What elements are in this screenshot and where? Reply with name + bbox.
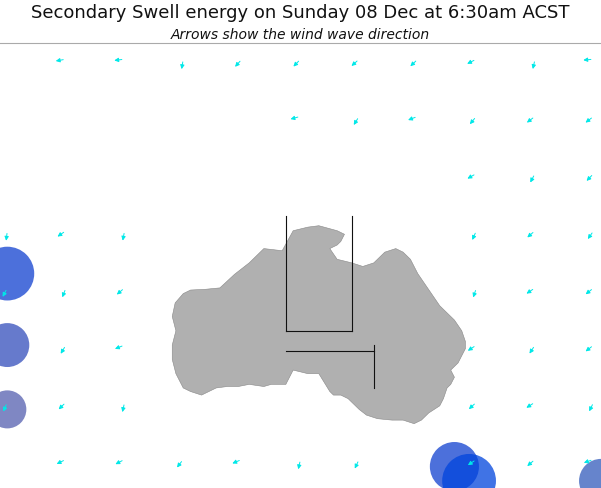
Point	[2, 406, 12, 413]
Text: Secondary Swell energy on Sunday 08 Dec at 6:30am ACST: Secondary Swell energy on Sunday 08 Dec …	[31, 3, 570, 21]
Polygon shape	[172, 226, 465, 424]
Point	[2, 270, 12, 278]
Text: Arrows show the wind wave direction: Arrows show the wind wave direction	[171, 28, 430, 42]
Point	[2, 341, 12, 349]
Point	[450, 463, 459, 470]
Point	[464, 477, 474, 485]
Point	[596, 477, 601, 485]
